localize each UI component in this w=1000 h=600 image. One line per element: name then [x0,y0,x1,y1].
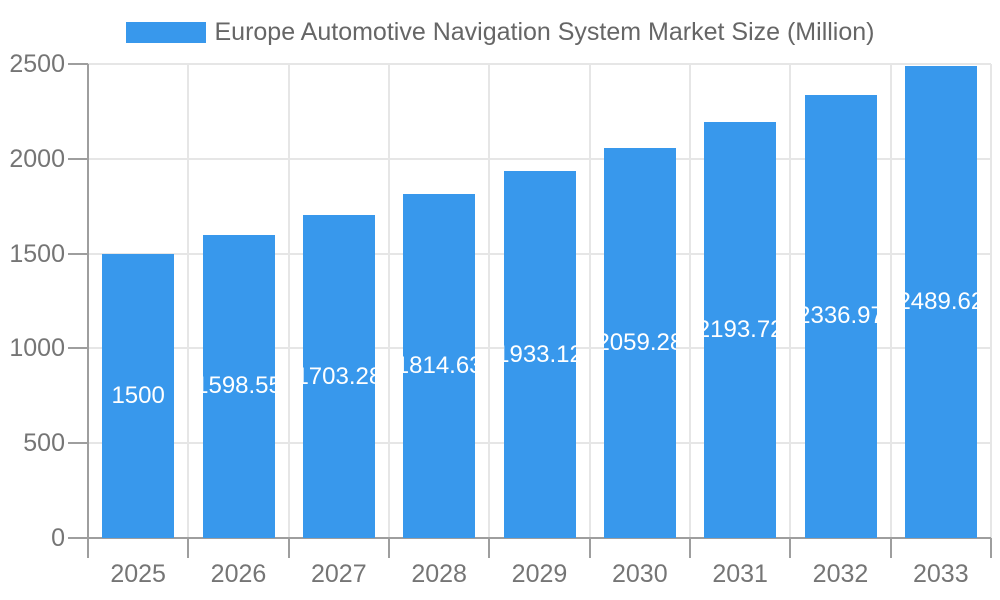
x-tick-label-2026: 2026 [210,560,267,588]
x-tick-label-2028: 2028 [411,560,467,588]
x-axis-tick-mark [990,538,992,558]
bar-2026[interactable]: 1598.55 [202,234,275,538]
gridline-x-boundary-8 [889,64,892,538]
gridline-x-boundary-7 [789,64,792,538]
x-tick-label-2031: 2031 [712,560,768,588]
y-axis-tick-mark [68,157,88,160]
y-axis-tick-mark [68,537,88,539]
bar-value-label-2030: 2059.28 [604,328,676,356]
x-axis-tick-mark [689,538,691,558]
x-axis-tick-mark [488,538,491,558]
y-tick-label-1500: 1500 [9,239,65,268]
x-axis-tick-mark [287,538,290,558]
bar-2028[interactable]: 1814.63 [403,193,476,538]
bar-2025[interactable]: 1500 [102,253,175,538]
y-tick-label-1000: 1000 [9,334,65,363]
x-axis-tick-mark [187,538,190,558]
bar-value-label-2027: 1703.28 [303,362,375,390]
x-tick-label-2027: 2027 [311,560,367,588]
y-axis-tick-mark [68,252,88,255]
bar-2030[interactable]: 2059.28 [603,147,676,538]
bar-2033[interactable]: 2489.62 [904,65,977,538]
x-axis-tick-mark [889,538,892,558]
bar-2032[interactable]: 2336.97 [804,94,877,538]
x-axis-tick-mark [388,538,390,558]
y-tick-label-0: 0 [51,524,65,552]
y-tick-label-2000: 2000 [9,144,65,173]
y-tick-label-2500: 2500 [9,50,65,78]
y-axis-tick-mark [68,63,88,65]
gridline-y-2000 [88,157,991,160]
legend[interactable]: Europe Automotive Navigation System Mark… [0,17,1000,47]
legend-swatch-icon [125,21,206,43]
x-axis-tick-mark [87,538,89,558]
bar-value-label-2032: 2336.97 [805,302,877,330]
y-axis-tick-mark [68,442,88,445]
x-tick-label-2029: 2029 [511,560,568,588]
bar-value-label-2028: 1814.63 [403,351,475,379]
x-tick-label-2025: 2025 [110,560,166,588]
gridline-y-2500 [88,63,991,65]
bar-value-label-2033: 2489.62 [905,287,977,315]
x-axis-tick-mark [789,538,792,558]
gridline-x-boundary-4 [488,64,491,538]
bar-2029[interactable]: 1933.12 [503,171,576,538]
x-axis-tick-mark [588,538,591,558]
y-tick-label-500: 500 [23,429,65,458]
bar-2027[interactable]: 1703.28 [302,215,375,538]
gridline-x-boundary-9 [990,64,992,538]
gridline-x-boundary-2 [287,64,290,538]
gridline-x-boundary-5 [588,64,591,538]
y-axis-line [87,64,89,538]
bar-value-label-2026: 1598.55 [203,372,275,400]
x-tick-label-2032: 2032 [812,560,869,588]
legend-label: Europe Automotive Navigation System Mark… [214,17,875,46]
gridline-x-boundary-1 [187,64,190,538]
gridline-x-boundary-6 [689,64,691,538]
x-tick-label-2033: 2033 [913,560,969,588]
x-tick-label-2030: 2030 [612,560,668,588]
y-axis-tick-mark [68,347,88,350]
bar-value-label-2029: 1933.12 [504,340,576,368]
bar-value-label-2025: 1500 [111,381,165,409]
x-axis-line [88,537,991,539]
gridline-x-boundary-3 [388,64,390,538]
